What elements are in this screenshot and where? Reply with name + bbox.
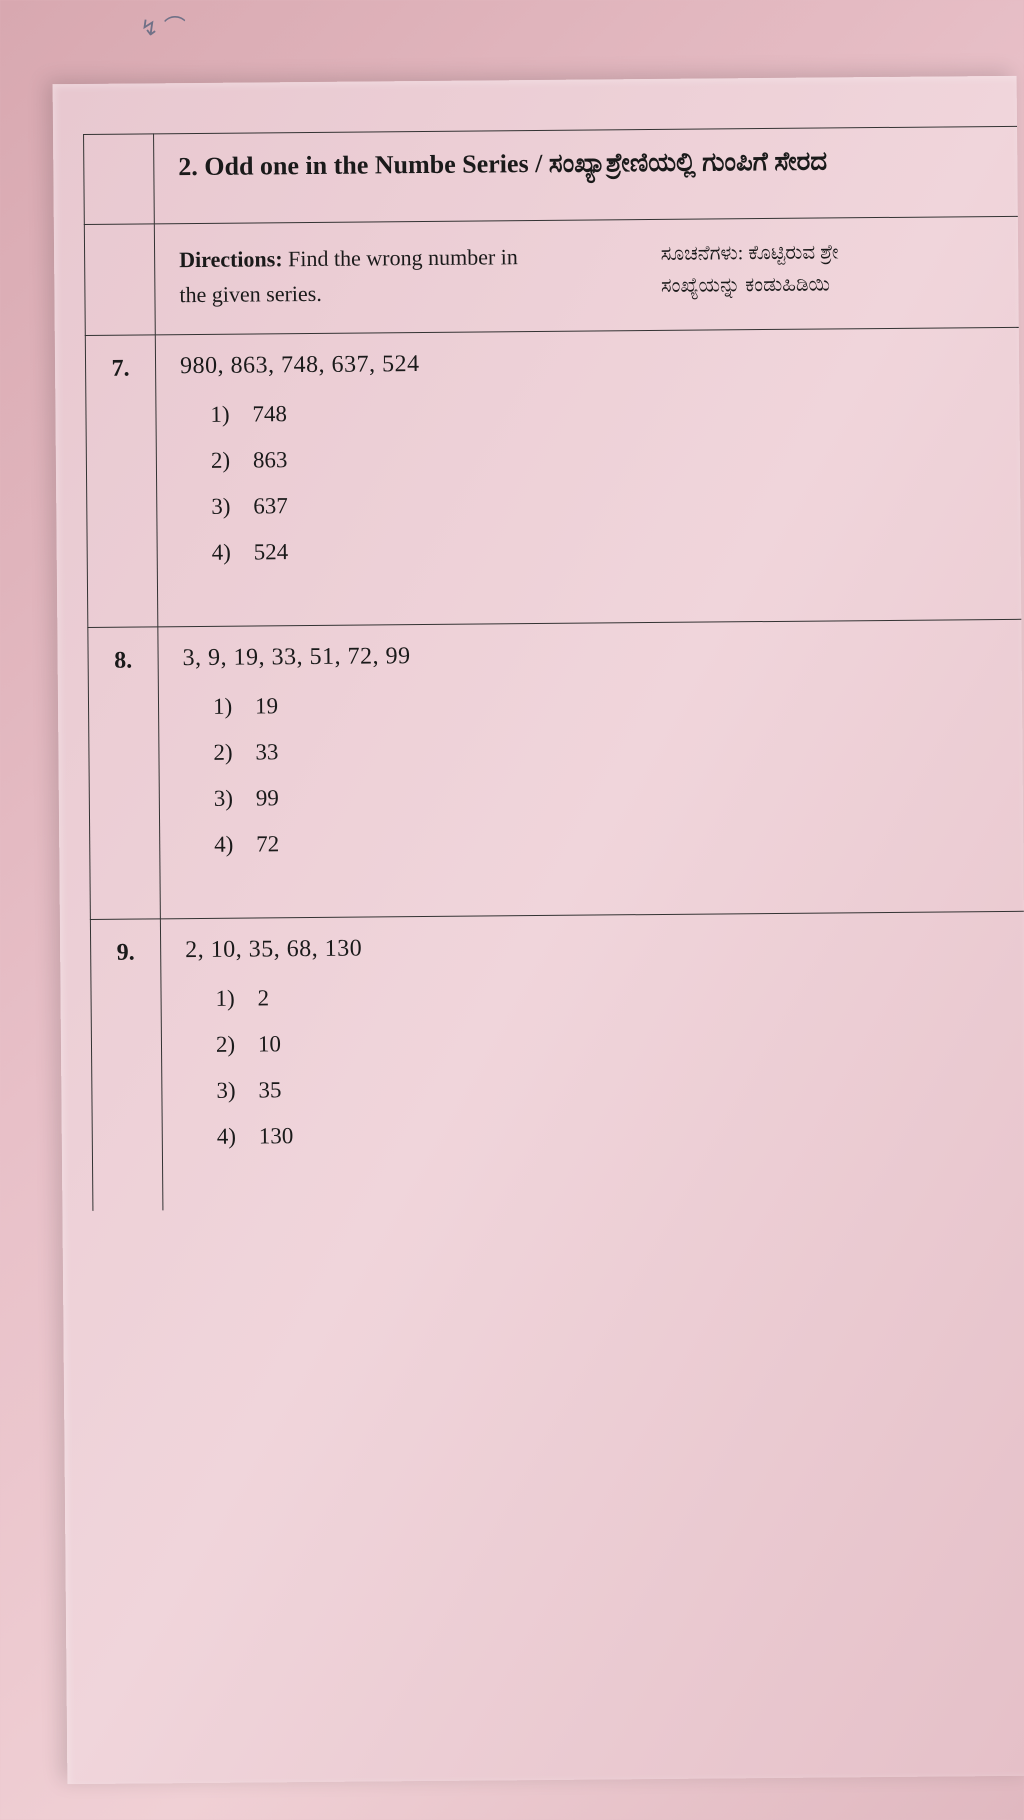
section-title-row: 2. Odd one in the Numbe Series / ಸಂಖ್ಯಾಶ… [84,126,1018,224]
directions-kannada: ಸೂಚನೆಗಳು: ಕೊಟ್ಟಿರುವ ಶ್ರೇ ಸಂಖ್ಯೆಯನ್ನು ಕಂಡ… [661,235,1009,308]
question-body-9: 2, 10, 35, 68, 130 1)2 2)10 3)35 4)130 [160,912,1024,1211]
question-body-7: 980, 863, 748, 637, 524 1)748 2)863 3)63… [155,328,1021,628]
question-row-8: 8. 3, 9, 19, 33, 51, 72, 99 1)19 2)33 3)… [88,620,1024,920]
option-8-2: 2)33 [213,733,1002,766]
section-title-cell: 2. Odd one in the Numbe Series / ಸಂಖ್ಯಾಶ… [154,126,1018,224]
option-9-3: 3)35 [216,1071,1005,1104]
directions-cell: Directions: Find the wrong number in the… [154,216,1018,335]
series-9: 2, 10, 35, 68, 130 [185,930,1004,964]
question-body-8: 3, 9, 19, 33, 51, 72, 99 1)19 2)33 3)99 … [158,620,1024,920]
option-7-2: 2)863 [211,441,1000,474]
handwriting-mark: ↯ ⌒ [139,9,186,43]
question-number-9: 9. [90,919,163,1211]
directions-text-line2: the given series. [179,281,322,307]
option-8-3: 3)99 [214,779,1003,812]
series-7: 980, 863, 748, 637, 524 [180,346,999,380]
section-number: 2. [178,152,198,181]
directions-text-line1: Find the wrong number in [288,244,518,271]
option-9-1: 1)2 [215,979,1004,1012]
directions-row: Directions: Find the wrong number in the… [84,216,1018,336]
section-title-kn: ಸಂಖ್ಯಾಶ್ರೇಣಿಯಲ್ಲಿ ಗುಂಪಿಗೆ ಸೇರದ [549,146,828,177]
directions-kn-line1: ಸೂಚನೆಗಳು: ಕೊಟ್ಟಿರುವ ಶ್ರೇ [661,241,839,265]
options-8: 1)19 2)33 3)99 4)72 [183,687,1003,858]
question-row-7: 7. 980, 863, 748, 637, 524 1)748 2)863 3… [85,328,1021,628]
option-9-4: 4)130 [217,1117,1006,1150]
page-surface: 2. Odd one in the Numbe Series / ಸಂಖ್ಯಾಶ… [53,76,1024,1784]
directions-label: Directions: [179,246,283,272]
option-9-2: 2)10 [216,1025,1005,1058]
option-7-1: 1)748 [210,395,999,428]
option-7-3: 3)637 [211,487,1000,520]
content-table: 2. Odd one in the Numbe Series / ಸಂಖ್ಯಾಶ… [83,126,1024,1211]
option-7-4: 4)524 [212,533,1001,566]
options-7: 1)748 2)863 3)637 4)524 [180,395,1000,566]
section-title-en: Odd one in the Numbe Series [204,149,529,181]
series-8: 3, 9, 19, 33, 51, 72, 99 [183,638,1002,672]
directions-empty-cell [84,224,155,336]
option-8-1: 1)19 [213,687,1002,720]
question-number-7: 7. [85,335,158,628]
section-title-empty-cell [84,134,155,225]
directions-english: Directions: Find the wrong number in the… [179,238,631,312]
options-9: 1)2 2)10 3)35 4)130 [185,979,1005,1150]
question-row-9: 9. 2, 10, 35, 68, 130 1)2 2)10 3)35 4)13… [90,912,1024,1212]
option-8-4: 4)72 [214,825,1003,858]
question-number-8: 8. [88,627,161,920]
directions-kn-line2: ಸಂಖ್ಯೆಯನ್ನು ಕಂಡುಹಿಡಿಯಿ [661,273,830,296]
